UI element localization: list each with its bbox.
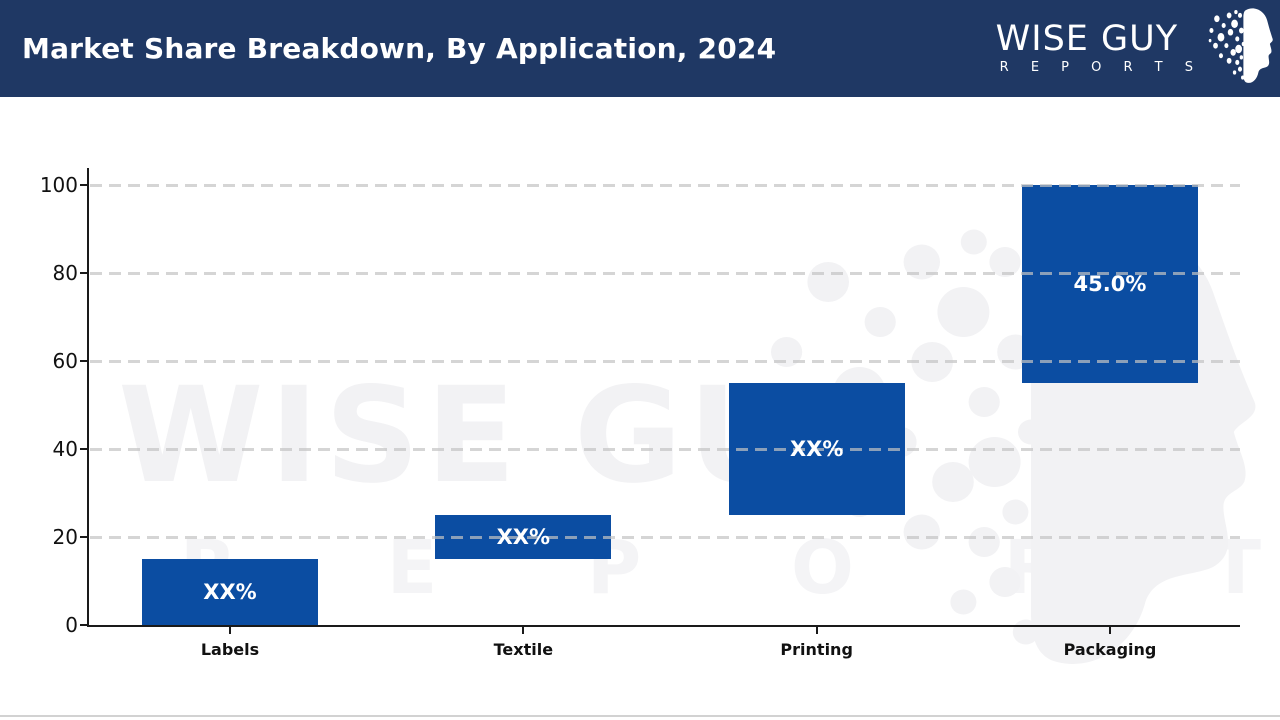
header-bar: Market Share Breakdown, By Application, … (0, 0, 1280, 97)
y-tick (80, 536, 88, 538)
bar (1021, 185, 1198, 383)
gridline (90, 360, 1240, 363)
logo-text: WISE GUY R E P O R T S (995, 19, 1202, 76)
bar-value-label: 45.0% (1073, 272, 1147, 296)
bar-value-label: XX% (789, 437, 844, 461)
logo-wordmark: WISE GUY (995, 19, 1179, 59)
x-tick (1108, 627, 1111, 634)
x-tick (522, 627, 525, 634)
category-label: Printing (780, 640, 853, 659)
y-tick (80, 272, 88, 274)
category-label: Labels (200, 640, 260, 659)
y-tick-label: 40 (52, 437, 78, 461)
y-tick (80, 448, 88, 450)
y-tick (80, 624, 88, 626)
y-tick-label: 80 (52, 261, 78, 285)
category-label: Textile (493, 640, 554, 659)
x-tick (229, 627, 231, 634)
x-tick (815, 627, 818, 634)
chart-area: WISE GUY R E P O R T 0 20 40 60 80 100 XX% Labe… (0, 97, 1280, 720)
page-title: Market Share Breakdown, By Application, … (22, 32, 777, 65)
x-axis (87, 625, 1240, 627)
bar-value-label: XX% (203, 580, 257, 604)
y-tick-label: 100 (39, 173, 78, 197)
wise-guy-logo: WISE GUY R E P O R T S (996, 7, 1280, 91)
bar-value-label: XX% (496, 525, 551, 549)
category-label: Packaging (1063, 640, 1157, 659)
y-tick-label: 60 (52, 349, 78, 373)
y-tick-label: 0 (65, 613, 78, 637)
bar (142, 559, 318, 625)
gridline (90, 448, 1240, 451)
bottom-divider (0, 715, 1280, 717)
gridline (90, 184, 1240, 187)
gridline (90, 272, 1240, 275)
y-tick-label: 20 (52, 525, 78, 549)
y-tick (80, 184, 88, 186)
logo-subtitle: R E P O R T S (999, 60, 1202, 75)
y-axis (87, 168, 89, 627)
gridline (90, 536, 1240, 539)
logo-head-icon (1206, 7, 1274, 91)
y-tick (80, 360, 88, 362)
